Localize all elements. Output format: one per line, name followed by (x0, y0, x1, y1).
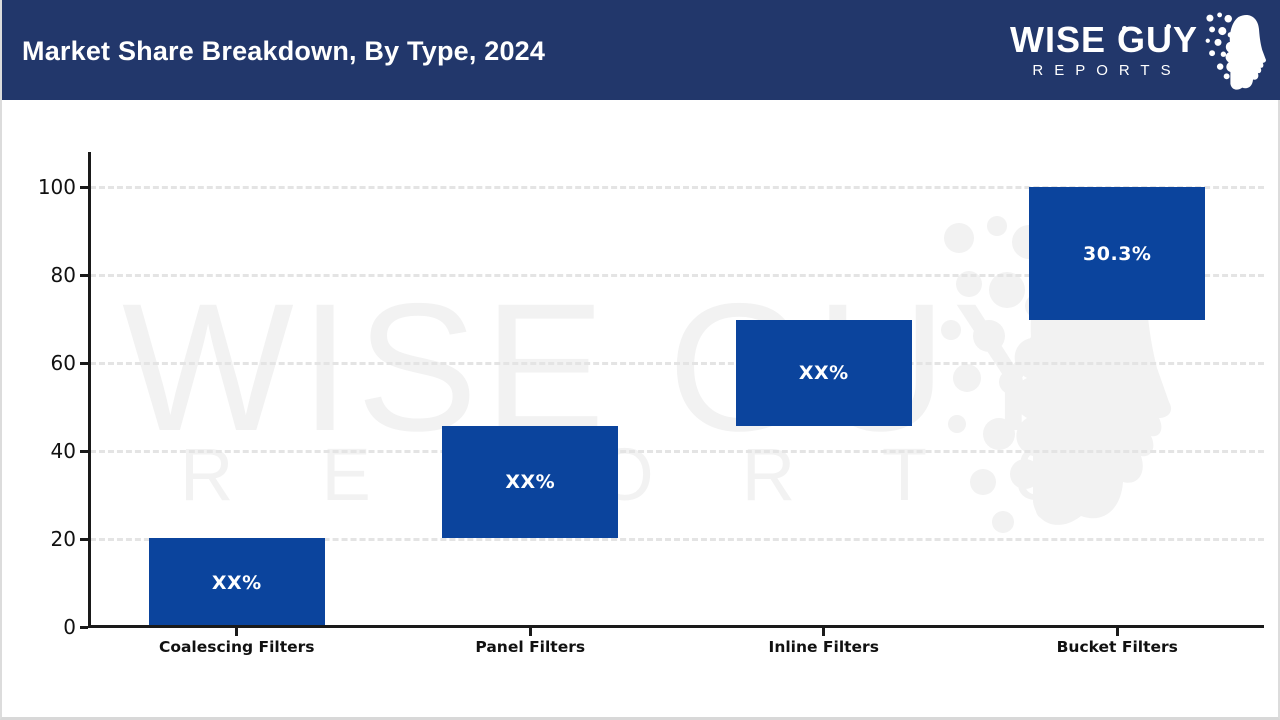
bar-value-label: XX% (211, 571, 262, 594)
y-tick-label-20: 20 (50, 527, 76, 551)
bar-value-label: XX% (798, 362, 849, 385)
gridline-100 (90, 186, 1264, 189)
y-tick-label-80: 80 (50, 263, 76, 287)
y-tick-label-40: 40 (50, 439, 76, 463)
x-tick-mark-4 (1115, 628, 1119, 636)
watermark-subtext: REPORTS (180, 433, 1153, 516)
bar-value-label: XX% (505, 471, 556, 493)
logo-accent-dot (1165, 24, 1171, 29)
bar-value-label: 30.3% (1083, 242, 1152, 265)
y-tick-mark-60 (80, 362, 88, 365)
logo-subtext: REPORTS (1032, 62, 1182, 79)
wiseguy-logo: WISE GUY REPORTS (1010, 6, 1270, 96)
page-title: Market Share Breakdown, By Type, 2024 (22, 36, 546, 66)
x-tick-mark-3 (822, 628, 826, 636)
y-tick-label-60: 60 (50, 351, 76, 375)
y-tick-mark-20 (80, 538, 88, 541)
y-tick-mark-100 (80, 186, 88, 189)
category-label-bucket-filters: Bucket Filters (1056, 638, 1178, 656)
logo-accent-dot (1121, 26, 1127, 31)
y-tick-mark-0 (80, 626, 88, 629)
bar-bucket-filters: 30.3% (1029, 187, 1206, 321)
logo-face-icon (1205, 12, 1266, 90)
gridline-80 (90, 274, 1264, 277)
bar-panel-filters: XX% (442, 425, 619, 539)
category-label-inline-filters: Inline Filters (768, 638, 879, 656)
y-tick-label-0: 0 (63, 615, 76, 639)
y-tick-mark-40 (80, 450, 88, 453)
category-label-panel-filters: Panel Filters (475, 638, 586, 656)
x-tick-mark-1 (235, 628, 239, 636)
bar-coalescing-filters: XX% (148, 538, 325, 627)
x-tick-mark-2 (528, 628, 532, 636)
y-tick-label-100: 100 (37, 175, 76, 199)
gridline-60 (90, 362, 1264, 365)
y-axis-line (88, 152, 91, 628)
gridline-40 (90, 450, 1264, 453)
y-tick-mark-80 (80, 274, 88, 277)
category-label-coalescing-filters: Coalescing Filters (158, 638, 315, 656)
x-axis-line (88, 625, 1264, 628)
bar-inline-filters: XX% (735, 320, 912, 426)
logo-text-block: WISE GUY REPORTS (1009, 19, 1198, 80)
logo-wordmark: WISE GUY (1009, 19, 1198, 60)
gridline-20 (90, 538, 1264, 541)
header-bar: Market Share Breakdown, By Type, 2024 WI… (2, 0, 1280, 100)
